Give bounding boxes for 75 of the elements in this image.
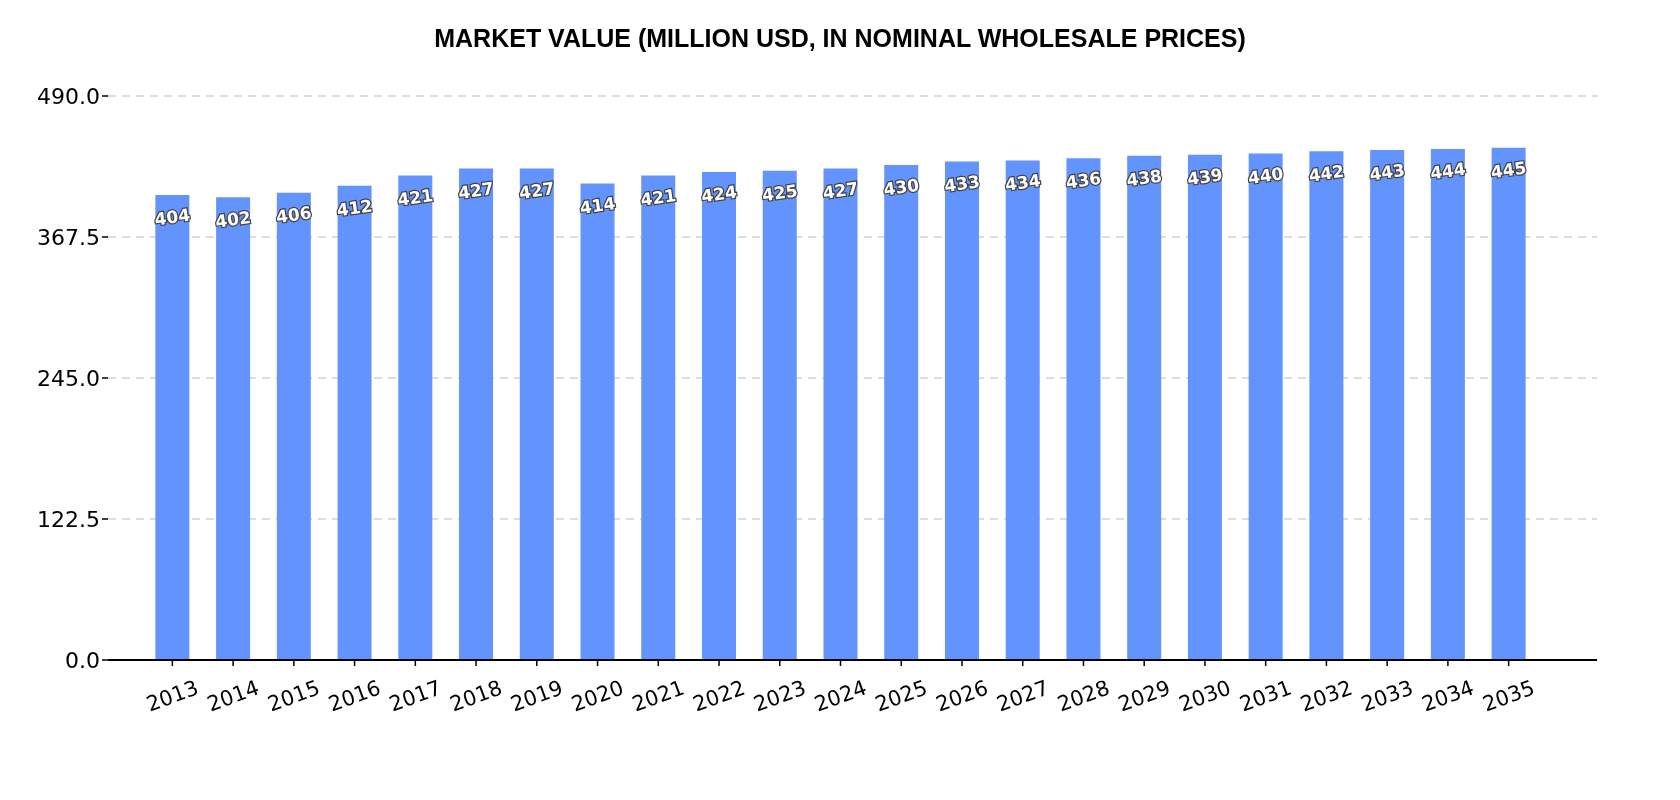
chart-title: MARKET VALUE (MILLION USD, IN NOMINAL WHOLESALE PRICES) xyxy=(433,22,1247,54)
bar xyxy=(1248,153,1283,660)
bar xyxy=(337,185,372,660)
bar xyxy=(1309,151,1344,660)
bar xyxy=(884,165,919,660)
x-tick-label: 2019 xyxy=(507,675,567,717)
data-label: 442 xyxy=(1307,160,1346,186)
data-label: 424 xyxy=(700,181,739,207)
bar xyxy=(276,192,311,660)
x-tick-label: 2032 xyxy=(1297,675,1356,717)
data-label: 434 xyxy=(1003,170,1042,195)
bar xyxy=(1187,154,1222,660)
data-label: 427 xyxy=(457,178,496,203)
x-tick-label: 2016 xyxy=(325,675,384,717)
bar xyxy=(459,168,494,660)
y-tick-label: 367.5 xyxy=(37,224,100,250)
bar xyxy=(762,170,797,660)
data-label: 412 xyxy=(335,195,374,221)
x-tick-label: 2013 xyxy=(143,675,202,717)
bar xyxy=(702,171,737,660)
data-label: 425 xyxy=(760,180,799,206)
y-tick-label: 122.5 xyxy=(37,506,100,532)
x-tick-label: 2029 xyxy=(1114,675,1174,717)
data-label: 440 xyxy=(1246,163,1285,188)
data-label: 404 xyxy=(153,204,192,230)
x-tick-label: 2031 xyxy=(1236,675,1295,717)
y-tick-label: 0.0 xyxy=(65,647,100,673)
bar xyxy=(398,175,433,660)
y-tick-label: 490.0 xyxy=(37,83,100,109)
bar xyxy=(944,161,979,660)
bar xyxy=(641,175,676,660)
bar xyxy=(1066,158,1101,660)
x-tick-label: 2014 xyxy=(203,675,263,717)
data-label: 439 xyxy=(1185,164,1224,190)
data-label: 406 xyxy=(274,202,313,228)
data-label: 445 xyxy=(1489,157,1528,183)
x-tick-label: 2018 xyxy=(446,675,506,717)
y-tick-label: 245.0 xyxy=(37,365,100,391)
x-tick-label: 2033 xyxy=(1357,675,1417,717)
bar xyxy=(216,197,251,660)
data-label: 402 xyxy=(214,206,253,232)
x-tick-label: 2028 xyxy=(1054,675,1113,717)
data-label: 430 xyxy=(882,174,921,200)
data-label: 433 xyxy=(943,171,981,196)
data-label: 444 xyxy=(1428,158,1468,184)
bar xyxy=(155,194,190,660)
data-label: 427 xyxy=(517,178,556,203)
data-label: 443 xyxy=(1368,159,1407,185)
x-tick-label: 2034 xyxy=(1418,675,1478,717)
bar xyxy=(823,168,858,660)
x-tick-label: 2023 xyxy=(750,675,809,717)
x-tick-label: 2024 xyxy=(811,675,870,717)
x-tick-label: 2025 xyxy=(872,675,931,717)
data-label: 436 xyxy=(1064,167,1103,193)
x-tick-label: 2035 xyxy=(1479,675,1538,717)
bar xyxy=(1127,155,1162,660)
data-label: 414 xyxy=(578,193,617,218)
data-label: 421 xyxy=(396,185,435,210)
bar xyxy=(1491,147,1526,660)
x-tick-label: 2021 xyxy=(629,675,688,717)
data-label: 421 xyxy=(639,185,678,210)
bar xyxy=(1430,148,1465,660)
data-label: 438 xyxy=(1125,165,1164,191)
bar xyxy=(580,183,615,660)
bar xyxy=(1005,160,1040,660)
x-tick-label: 2017 xyxy=(386,675,445,717)
x-tick-label: 2020 xyxy=(568,675,627,717)
x-tick-label: 2022 xyxy=(689,675,749,717)
x-tick-label: 2015 xyxy=(264,675,324,717)
data-label: 427 xyxy=(821,178,860,203)
x-tick-label: 2027 xyxy=(993,675,1052,717)
bar xyxy=(519,168,554,660)
x-tick-label: 2026 xyxy=(932,675,992,717)
x-tick-label: 2030 xyxy=(1175,675,1235,717)
bar xyxy=(1370,150,1405,660)
